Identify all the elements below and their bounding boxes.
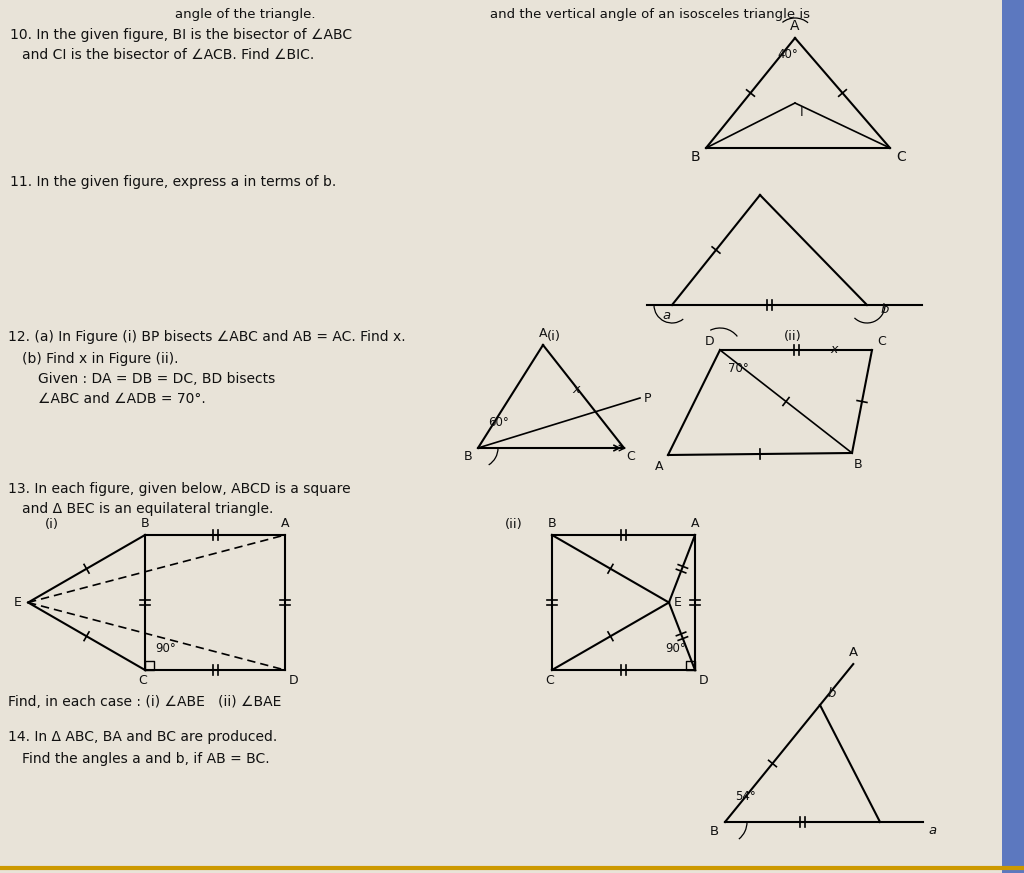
Text: A: A <box>849 646 858 659</box>
Text: 40°: 40° <box>777 48 798 61</box>
Text: 11. In the given figure, express a in terms of b.: 11. In the given figure, express a in te… <box>10 175 336 189</box>
Text: C: C <box>626 450 635 463</box>
Text: 54°: 54° <box>735 790 756 803</box>
Text: A: A <box>281 517 289 530</box>
Text: C: C <box>138 674 147 687</box>
Text: a: a <box>929 824 937 837</box>
Text: D: D <box>705 335 714 348</box>
Text: B: B <box>548 517 556 530</box>
Text: C: C <box>546 674 554 687</box>
FancyBboxPatch shape <box>1002 0 1024 873</box>
Text: D: D <box>699 674 709 687</box>
Text: Given : DA = DB = DC, BD bisects: Given : DA = DB = DC, BD bisects <box>38 372 275 386</box>
Text: (ii): (ii) <box>505 518 522 531</box>
Text: Find, in each case : (i) ∠ABE   (ii) ∠BAE: Find, in each case : (i) ∠ABE (ii) ∠BAE <box>8 695 282 709</box>
Text: (i): (i) <box>547 330 561 343</box>
Text: A: A <box>654 460 663 473</box>
Text: (b) Find x in Figure (ii).: (b) Find x in Figure (ii). <box>22 352 178 366</box>
Text: 90°: 90° <box>665 642 686 655</box>
Text: B: B <box>690 150 700 164</box>
Text: 60°: 60° <box>488 416 509 429</box>
Text: angle of the triangle.: angle of the triangle. <box>175 8 315 21</box>
Text: D: D <box>289 674 299 687</box>
Text: B: B <box>464 450 472 463</box>
Text: I: I <box>800 106 804 119</box>
Text: and Δ BEC is an equilateral triangle.: and Δ BEC is an equilateral triangle. <box>22 502 273 516</box>
Text: 12. (a) In Figure (i) BP bisects ∠ABC and AB = AC. Find x.: 12. (a) In Figure (i) BP bisects ∠ABC an… <box>8 330 406 344</box>
Text: C: C <box>877 335 886 348</box>
Text: E: E <box>14 596 23 609</box>
Text: A: A <box>539 327 547 340</box>
Text: E: E <box>674 596 682 609</box>
Text: b: b <box>828 687 837 700</box>
Text: 70°: 70° <box>728 362 749 375</box>
Text: (ii): (ii) <box>784 330 802 343</box>
Text: 13. In each figure, given below, ABCD is a square: 13. In each figure, given below, ABCD is… <box>8 482 350 496</box>
Text: 14. In Δ ABC, BA and BC are produced.: 14. In Δ ABC, BA and BC are produced. <box>8 730 278 744</box>
Text: B: B <box>140 517 150 530</box>
Text: B: B <box>854 458 862 471</box>
Text: and the vertical angle of an isosceles triangle is: and the vertical angle of an isosceles t… <box>490 8 810 21</box>
Text: Find the angles a and b, if AB = BC.: Find the angles a and b, if AB = BC. <box>22 752 269 766</box>
Text: B: B <box>710 825 719 838</box>
Text: x: x <box>572 383 580 396</box>
Text: A: A <box>691 517 699 530</box>
Text: 90°: 90° <box>155 642 176 655</box>
Text: and CI is the bisector of ∠ACB. Find ∠BIC.: and CI is the bisector of ∠ACB. Find ∠BI… <box>22 48 314 62</box>
Text: ∠ABC and ∠ADB = 70°.: ∠ABC and ∠ADB = 70°. <box>38 392 206 406</box>
Text: (i): (i) <box>45 518 59 531</box>
Text: b: b <box>881 303 890 316</box>
Text: P: P <box>644 391 651 404</box>
Text: C: C <box>896 150 906 164</box>
Text: a: a <box>662 309 670 322</box>
Text: A: A <box>791 19 800 33</box>
Text: x: x <box>830 343 838 356</box>
Text: 10. In the given figure, BI is the bisector of ∠ABC: 10. In the given figure, BI is the bisec… <box>10 28 352 42</box>
